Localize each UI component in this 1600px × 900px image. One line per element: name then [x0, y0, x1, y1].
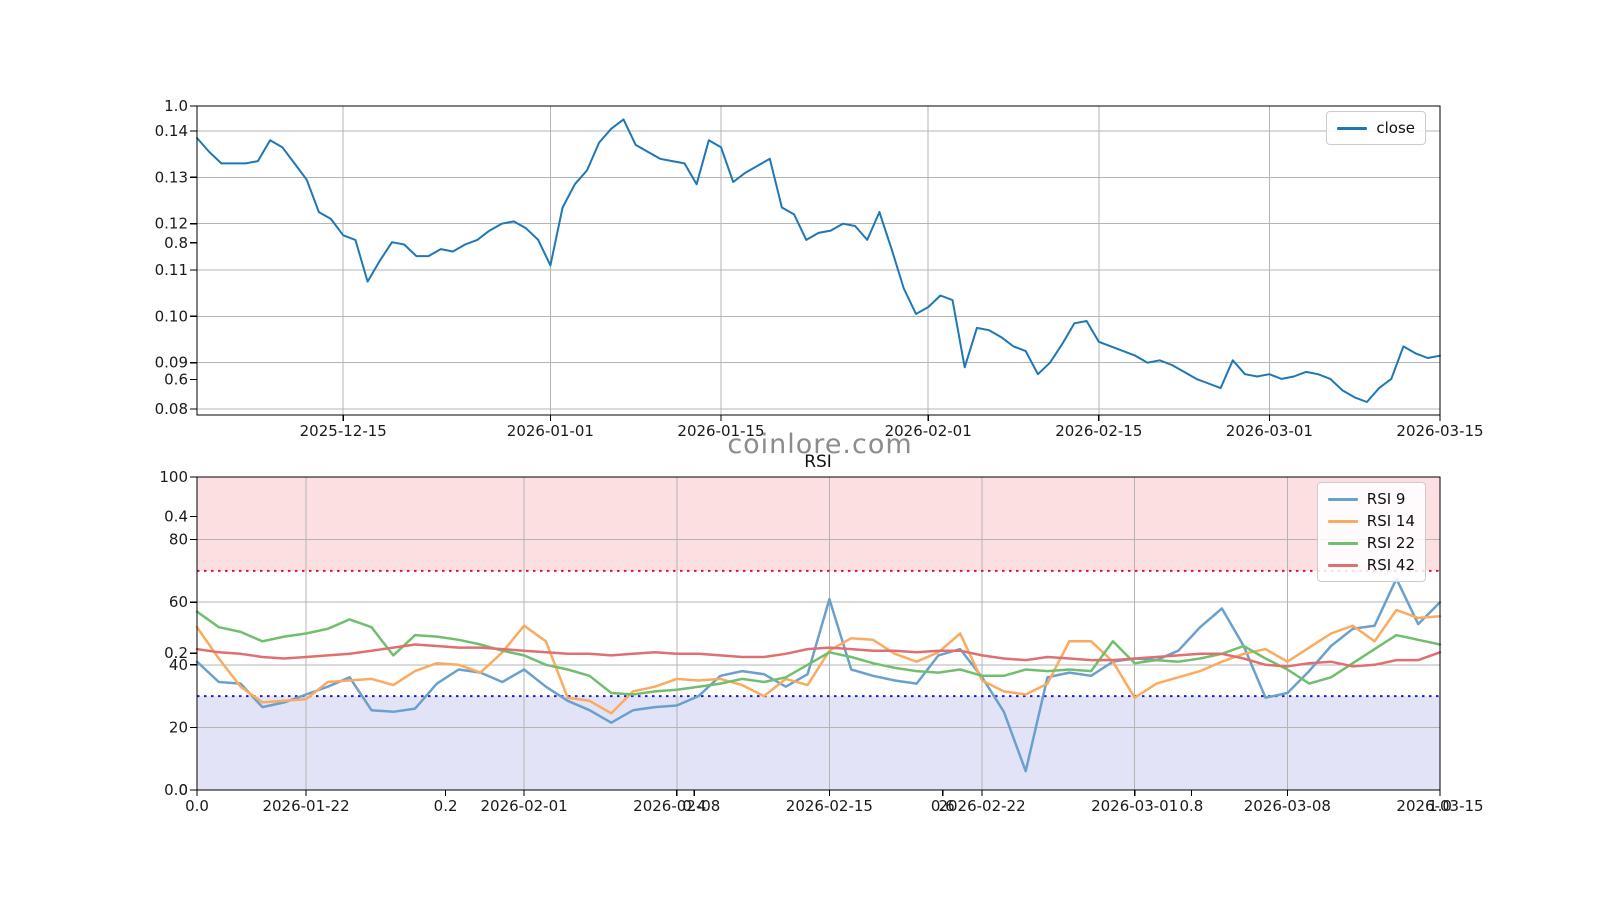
x-tick-label: 2026-03-01 [1226, 422, 1313, 440]
legend-line-sample [1327, 497, 1358, 501]
overbought-zone [197, 477, 1440, 571]
x-tick-label: 2026-02-15 [1055, 422, 1142, 440]
overlay-x-tick-label: 0.2 [434, 797, 458, 815]
y-tick-label: 0.11 [155, 261, 188, 279]
x-tick-label: 2026-03-08 [1244, 797, 1331, 815]
x-tick-label: 2026-02-01 [885, 422, 972, 440]
overlay-y-tick-label: 1.0 [164, 97, 188, 115]
watermark: coinlore.com [727, 429, 913, 460]
series-rsi-14 [195, 608, 1442, 715]
y-tick-label: 40 [169, 656, 188, 674]
overlay-y-tick-label: 0.2 [164, 644, 188, 662]
series-rsi-9 [195, 577, 1442, 773]
axes-frame [196, 105, 1441, 416]
overlay-y-tick-label: 0.0 [164, 781, 188, 799]
x-tick-label: 2026-01-15 [677, 422, 764, 440]
legend-item: close [1337, 117, 1415, 139]
y-tick-label: 0 [178, 781, 188, 799]
legend-item: RSI 42 [1327, 554, 1415, 576]
legend-label: RSI 42 [1366, 556, 1415, 574]
legend-item: RSI 14 [1327, 510, 1415, 532]
legend-label: close [1376, 119, 1415, 137]
legend-line-sample [1337, 126, 1368, 130]
legend-item: RSI 22 [1327, 532, 1415, 554]
x-tick-label: 2026-02-22 [938, 797, 1025, 815]
overlay-x-tick-label: 0.0 [185, 797, 209, 815]
y-tick-label: 20 [169, 718, 188, 736]
rsi-chart-title: RSI [804, 452, 832, 472]
y-tick-label: 0.13 [155, 168, 188, 186]
price-legend: close [1326, 111, 1426, 145]
y-tick-label: 0.08 [155, 400, 188, 418]
legend-item: RSI 9 [1327, 488, 1415, 510]
x-tick-label: 2025-12-15 [300, 422, 387, 440]
oversold-zone [197, 696, 1440, 790]
rsi-chart: 2026-01-22 2026-02-01 2026-02-08 2026-02-15… [159, 468, 1483, 815]
legend-line-sample [1327, 541, 1358, 545]
x-tick-label: 2026-01-01 [507, 422, 594, 440]
y-tick-label: 60 [169, 593, 188, 611]
rsi-legend: RSI 9 RSI 14 RSI 22 RSI 42 [1316, 482, 1426, 582]
overlay-x-tick-label: 1.0 [1428, 797, 1452, 815]
legend-line-sample [1327, 563, 1358, 567]
overlay-y-tick-label: 0.8 [164, 234, 188, 252]
series-close [196, 118, 1441, 403]
x-tick-label: 2026-03-15 [1396, 797, 1483, 815]
overlay-x-tick-label: 0.4 [682, 797, 706, 815]
x-tick-label: 2026-03-01 [1091, 797, 1178, 815]
y-tick-label: 0.12 [155, 215, 188, 233]
legend-line-sample [1327, 519, 1358, 523]
y-tick-label: 80 [169, 531, 188, 549]
overlay-y-tick-label: 0.6 [164, 371, 188, 389]
price-chart: 2025-12-15 2026-01-01 2026-01-15 2026-02-01… [155, 105, 1484, 440]
legend-label: RSI 14 [1366, 512, 1415, 530]
legend-label: RSI 22 [1366, 534, 1415, 552]
y-tick-label: 100 [159, 468, 188, 486]
x-tick-label: 2026-03-15 [1396, 422, 1483, 440]
axes-frame [196, 476, 1441, 791]
y-tick-label: 0.10 [155, 307, 188, 325]
x-tick-label: 2026-02-01 [481, 797, 568, 815]
y-tick-label: 0.14 [155, 122, 188, 140]
legend-label: RSI 9 [1366, 490, 1406, 508]
overlay-x-tick-label: 0.6 [931, 797, 955, 815]
overlay-axis: 1.0 0.8 0.6 0.4 0.2 0.00.0 0.2 0.4 0.6 0.8 1.0 [164, 97, 1452, 815]
x-tick-label: 2026-01-22 [262, 797, 349, 815]
overlay-y-tick-label: 0.4 [164, 507, 188, 525]
overlay-x-tick-label: 0.8 [1179, 797, 1203, 815]
series-rsi-42 [195, 643, 1442, 668]
y-tick-label: 0.09 [155, 354, 188, 372]
x-tick-label: 2026-02-08 [633, 797, 720, 815]
x-tick-label: 2026-02-15 [786, 797, 873, 815]
